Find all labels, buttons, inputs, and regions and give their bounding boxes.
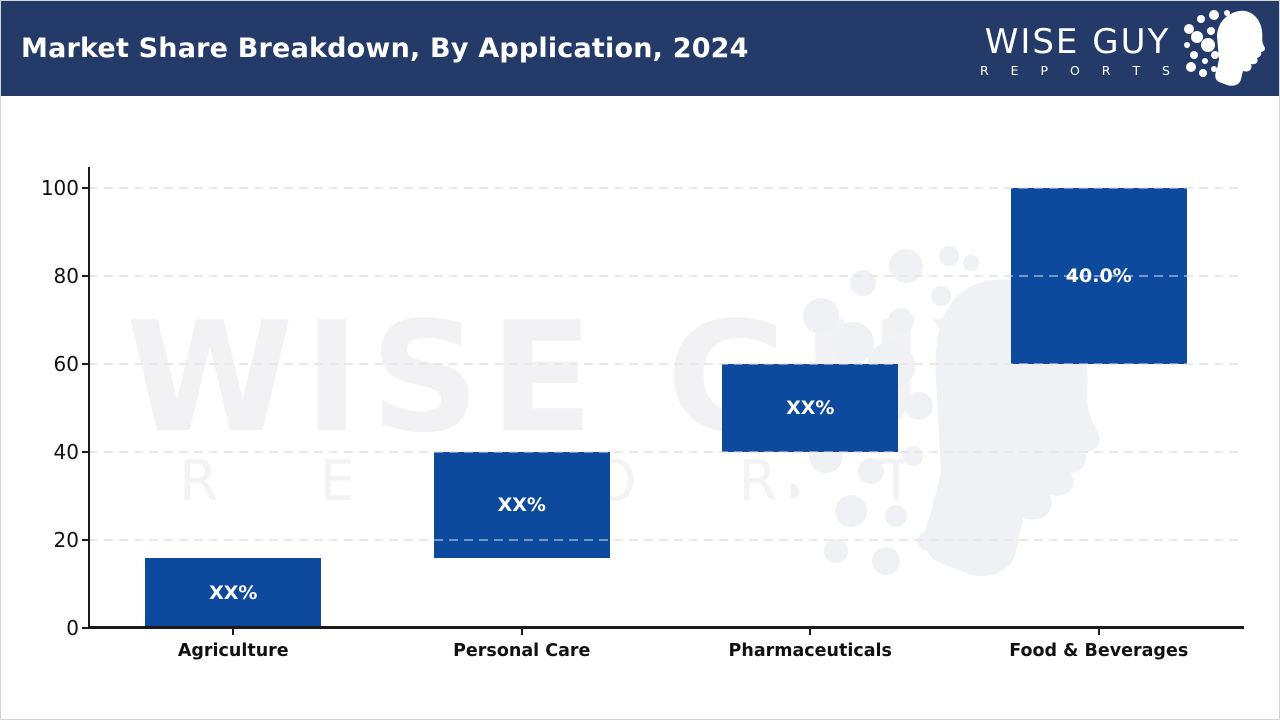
grid-line-overlay bbox=[89, 362, 1243, 365]
grid-line-overlay bbox=[89, 186, 1243, 189]
grid-line bbox=[89, 538, 1243, 541]
x-axis-line bbox=[88, 626, 1244, 629]
x-category-label: Personal Care bbox=[453, 641, 591, 661]
y-tick-label: 100 bbox=[40, 175, 79, 200]
y-tick-mark bbox=[82, 274, 89, 277]
y-tick-mark bbox=[82, 450, 89, 453]
grid-line bbox=[89, 450, 1243, 453]
x-tick-mark bbox=[232, 629, 235, 635]
bar-value-label: 40.0% bbox=[1065, 264, 1132, 287]
bar-value-label: XX% bbox=[786, 396, 835, 419]
grid-line-overlay bbox=[89, 450, 1243, 453]
y-tick-label: 80 bbox=[53, 263, 79, 288]
y-tick-label: 20 bbox=[53, 527, 79, 552]
x-category-label: Food & Beverages bbox=[1009, 641, 1189, 661]
header: Market Share Breakdown, By Application, … bbox=[1, 1, 1279, 96]
grid-line-overlay bbox=[89, 538, 1243, 541]
x-tick-mark bbox=[1097, 629, 1100, 635]
y-axis-line bbox=[88, 167, 90, 628]
y-tick-label: 0 bbox=[66, 616, 79, 640]
grid-line bbox=[89, 362, 1243, 365]
brand-logo: WISE GUY R E P O R T S bbox=[976, 7, 1267, 95]
y-tick-mark bbox=[82, 538, 89, 541]
bar-agriculture: XX% bbox=[145, 557, 322, 628]
bar-food-beverages: 40.0% bbox=[1010, 187, 1187, 364]
grid-line bbox=[89, 186, 1243, 189]
brand-logo-text: WISE GUY R E P O R T S bbox=[976, 25, 1179, 78]
y-tick-label: 40 bbox=[53, 439, 79, 464]
brand-name: WISE GUY bbox=[984, 21, 1171, 62]
y-tick-label: 60 bbox=[53, 351, 79, 376]
plot-area: XX% XX% XX% 40.0% bbox=[89, 170, 1243, 628]
y-tick-mark bbox=[82, 627, 89, 629]
x-tick-mark bbox=[520, 629, 523, 635]
brand-subname: R E P O R T S bbox=[979, 62, 1179, 78]
y-tick-mark bbox=[82, 186, 89, 189]
bar-personal-care: XX% bbox=[433, 451, 610, 558]
page-title: Market Share Breakdown, By Application, … bbox=[21, 33, 749, 64]
x-tick-mark bbox=[809, 629, 812, 635]
bar-value-label: XX% bbox=[209, 581, 258, 604]
bar-pharmaceuticals: XX% bbox=[722, 363, 899, 452]
bar-value-label: XX% bbox=[497, 493, 546, 516]
x-category-label: Pharmaceuticals bbox=[728, 641, 892, 661]
x-category-label: Agriculture bbox=[177, 641, 289, 661]
y-axis-tick-labels: 0 20 40 60 80 100 bbox=[31, 170, 79, 638]
grid-line bbox=[89, 274, 1243, 277]
grid-line-overlay bbox=[89, 274, 1243, 277]
dotted-head-icon bbox=[1181, 7, 1267, 95]
y-tick-mark bbox=[82, 362, 89, 365]
